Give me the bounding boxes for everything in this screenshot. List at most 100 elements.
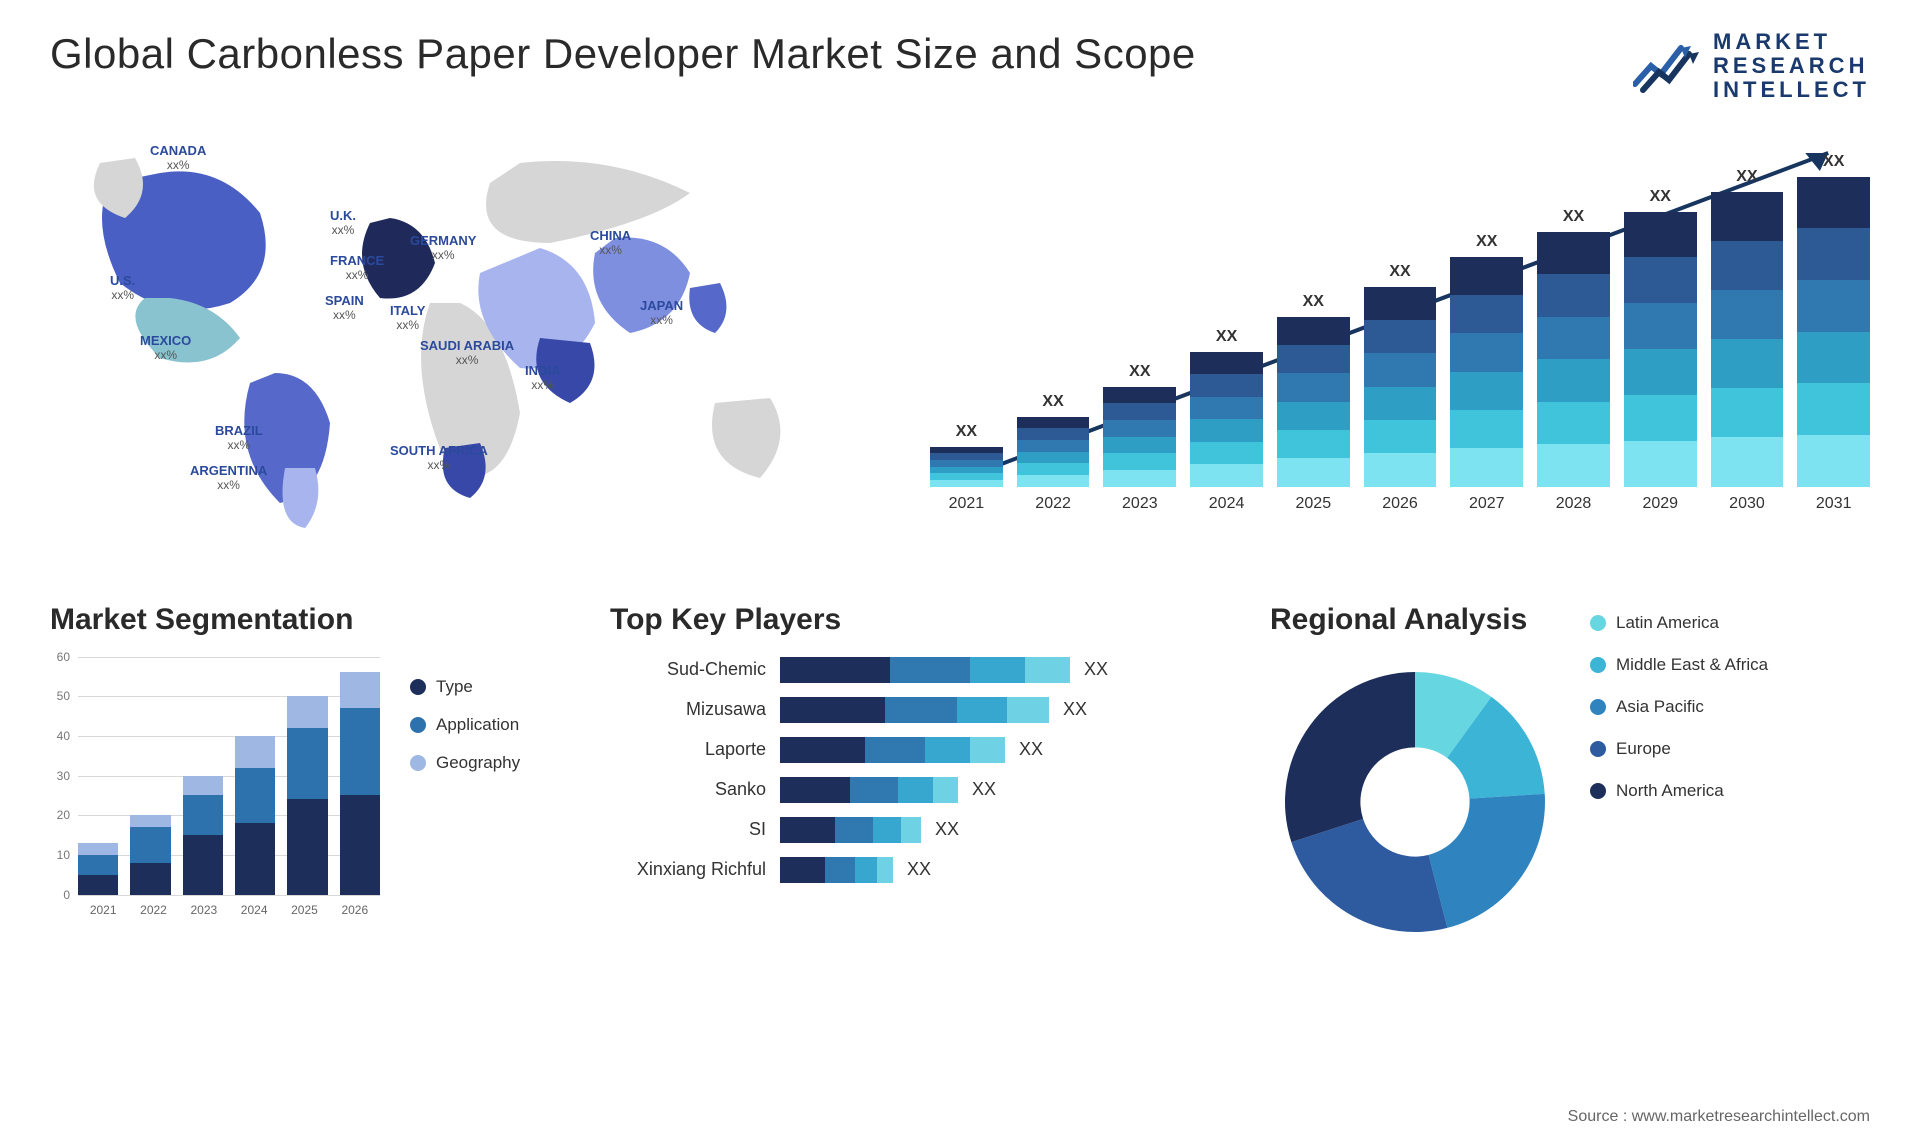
seg-bar	[78, 843, 118, 895]
regional-title: Regional Analysis	[1270, 603, 1560, 637]
growth-bar: XX 2028	[1537, 208, 1610, 513]
growth-bar: XX 2031	[1797, 153, 1870, 513]
player-value: XX	[907, 859, 931, 880]
seg-bar	[183, 776, 223, 895]
seg-bar	[287, 696, 327, 894]
seg-bar	[235, 736, 275, 895]
player-name: SI	[610, 819, 780, 840]
map-label: INDIAxx%	[525, 363, 560, 393]
logo-text: MARKET RESEARCH INTELLECT	[1713, 30, 1870, 103]
player-row: Sanko XX	[610, 777, 1230, 803]
growth-bar: XX 2022	[1017, 393, 1090, 513]
donut-slice	[1429, 793, 1545, 927]
players-section: Top Key Players Sud-ChemicXXMizusawaXXLa…	[610, 603, 1230, 947]
growth-year-label: 2021	[949, 495, 985, 513]
growth-bar-label: XX	[1129, 363, 1150, 381]
player-row: LaporteXX	[610, 737, 1230, 763]
player-name: Xinxiang Richful	[610, 859, 780, 880]
segmentation-chart: 0102030405060 202120222023202420252026	[50, 657, 380, 917]
world-map: CANADAxx% U.S.xx% MEXICOxx% BRAZILxx% ARGENT…	[50, 123, 870, 543]
growth-bar-label: XX	[1650, 188, 1671, 206]
logo-mark-icon	[1633, 36, 1703, 96]
map-label: FRANCExx%	[330, 253, 384, 283]
player-row: SI XX	[610, 817, 1230, 843]
donut-slice	[1285, 672, 1415, 842]
donut-slice	[1291, 818, 1447, 931]
seg-bar	[340, 672, 380, 894]
growth-year-label: 2029	[1642, 495, 1678, 513]
legend-item: Application	[410, 715, 520, 735]
growth-year-label: 2023	[1122, 495, 1158, 513]
growth-year-label: 2022	[1035, 495, 1071, 513]
growth-bar: XX 2023	[1103, 363, 1176, 513]
legend-item: Asia Pacific	[1590, 697, 1768, 717]
growth-bar-label: XX	[1303, 293, 1324, 311]
growth-year-label: 2026	[1382, 495, 1418, 513]
growth-bar: XX 2024	[1190, 328, 1263, 513]
player-row: Sud-Chemic XX	[610, 657, 1230, 683]
growth-year-label: 2031	[1816, 495, 1852, 513]
growth-bar-label: XX	[1476, 233, 1497, 251]
growth-bar: XX 2025	[1277, 293, 1350, 513]
growth-year-label: 2027	[1469, 495, 1505, 513]
player-name: Sud-Chemic	[610, 659, 780, 680]
logo-line3: INTELLECT	[1713, 78, 1870, 102]
logo-line1: MARKET	[1713, 30, 1870, 54]
legend-item: Type	[410, 677, 520, 697]
map-label: ARGENTINAxx%	[190, 463, 267, 493]
regional-donut	[1270, 657, 1560, 947]
growth-year-label: 2025	[1296, 495, 1332, 513]
player-name: Sanko	[610, 779, 780, 800]
growth-bar-label: XX	[1736, 168, 1757, 186]
growth-bar-label: XX	[1216, 328, 1237, 346]
growth-bar: XX 2030	[1711, 168, 1784, 513]
regional-section: Regional Analysis Latin AmericaMiddle Ea…	[1270, 603, 1870, 947]
map-label: CANADAxx%	[150, 143, 206, 173]
growth-bar-label: XX	[1042, 393, 1063, 411]
map-label: SAUDI ARABIAxx%	[420, 338, 514, 368]
legend-item: Latin America	[1590, 613, 1768, 633]
map-label: MEXICOxx%	[140, 333, 191, 363]
map-label: BRAZILxx%	[215, 423, 263, 453]
map-label: JAPANxx%	[640, 298, 683, 328]
map-label: SPAINxx%	[325, 293, 364, 323]
map-label: SOUTH AFRICAxx%	[390, 443, 488, 473]
segmentation-legend: Type Application Geography	[410, 657, 520, 917]
player-value: XX	[972, 779, 996, 800]
legend-item: Geography	[410, 753, 520, 773]
page-title: Global Carbonless Paper Developer Market…	[50, 30, 1196, 78]
growth-bar: XX 2027	[1450, 233, 1523, 513]
seg-bar	[130, 815, 170, 894]
regional-legend: Latin AmericaMiddle East & AfricaAsia Pa…	[1590, 603, 1768, 947]
player-row: Xinxiang Richful XX	[610, 857, 1230, 883]
legend-item: Europe	[1590, 739, 1768, 759]
growth-year-label: 2028	[1556, 495, 1592, 513]
player-value: XX	[1084, 659, 1108, 680]
player-value: XX	[1019, 739, 1043, 760]
growth-year-label: 2030	[1729, 495, 1765, 513]
player-value: XX	[935, 819, 959, 840]
growth-bar: XX 2021	[930, 423, 1003, 513]
growth-bar-label: XX	[956, 423, 977, 441]
growth-bar-label: XX	[1389, 263, 1410, 281]
bottom-row: Market Segmentation 0102030405060 202120…	[50, 603, 1870, 947]
growth-year-label: 2024	[1209, 495, 1245, 513]
growth-chart: XX 2021 XX 2022 XX 2023 XX 2024 XX 2025 XX 2026 XX 20…	[930, 123, 1870, 543]
players-title: Top Key Players	[610, 603, 1230, 637]
map-label: ITALYxx%	[390, 303, 425, 333]
header: Global Carbonless Paper Developer Market…	[50, 30, 1870, 103]
source-attribution: Source : www.marketresearchintellect.com	[1568, 1108, 1870, 1126]
logo-line2: RESEARCH	[1713, 54, 1870, 78]
player-name: Mizusawa	[610, 699, 780, 720]
map-label: CHINAxx%	[590, 228, 631, 258]
growth-bar-label: XX	[1563, 208, 1584, 226]
players-chart: Sud-ChemicXXMizusawaXXLaporteXXSankoXXSI…	[610, 657, 1230, 883]
growth-bar-label: XX	[1823, 153, 1844, 171]
player-row: Mizusawa XX	[610, 697, 1230, 723]
map-label: U.S.xx%	[110, 273, 135, 303]
growth-bar: XX 2029	[1624, 188, 1697, 513]
segmentation-title: Market Segmentation	[50, 603, 570, 637]
player-value: XX	[1063, 699, 1087, 720]
legend-item: North America	[1590, 781, 1768, 801]
brand-logo: MARKET RESEARCH INTELLECT	[1633, 30, 1870, 103]
